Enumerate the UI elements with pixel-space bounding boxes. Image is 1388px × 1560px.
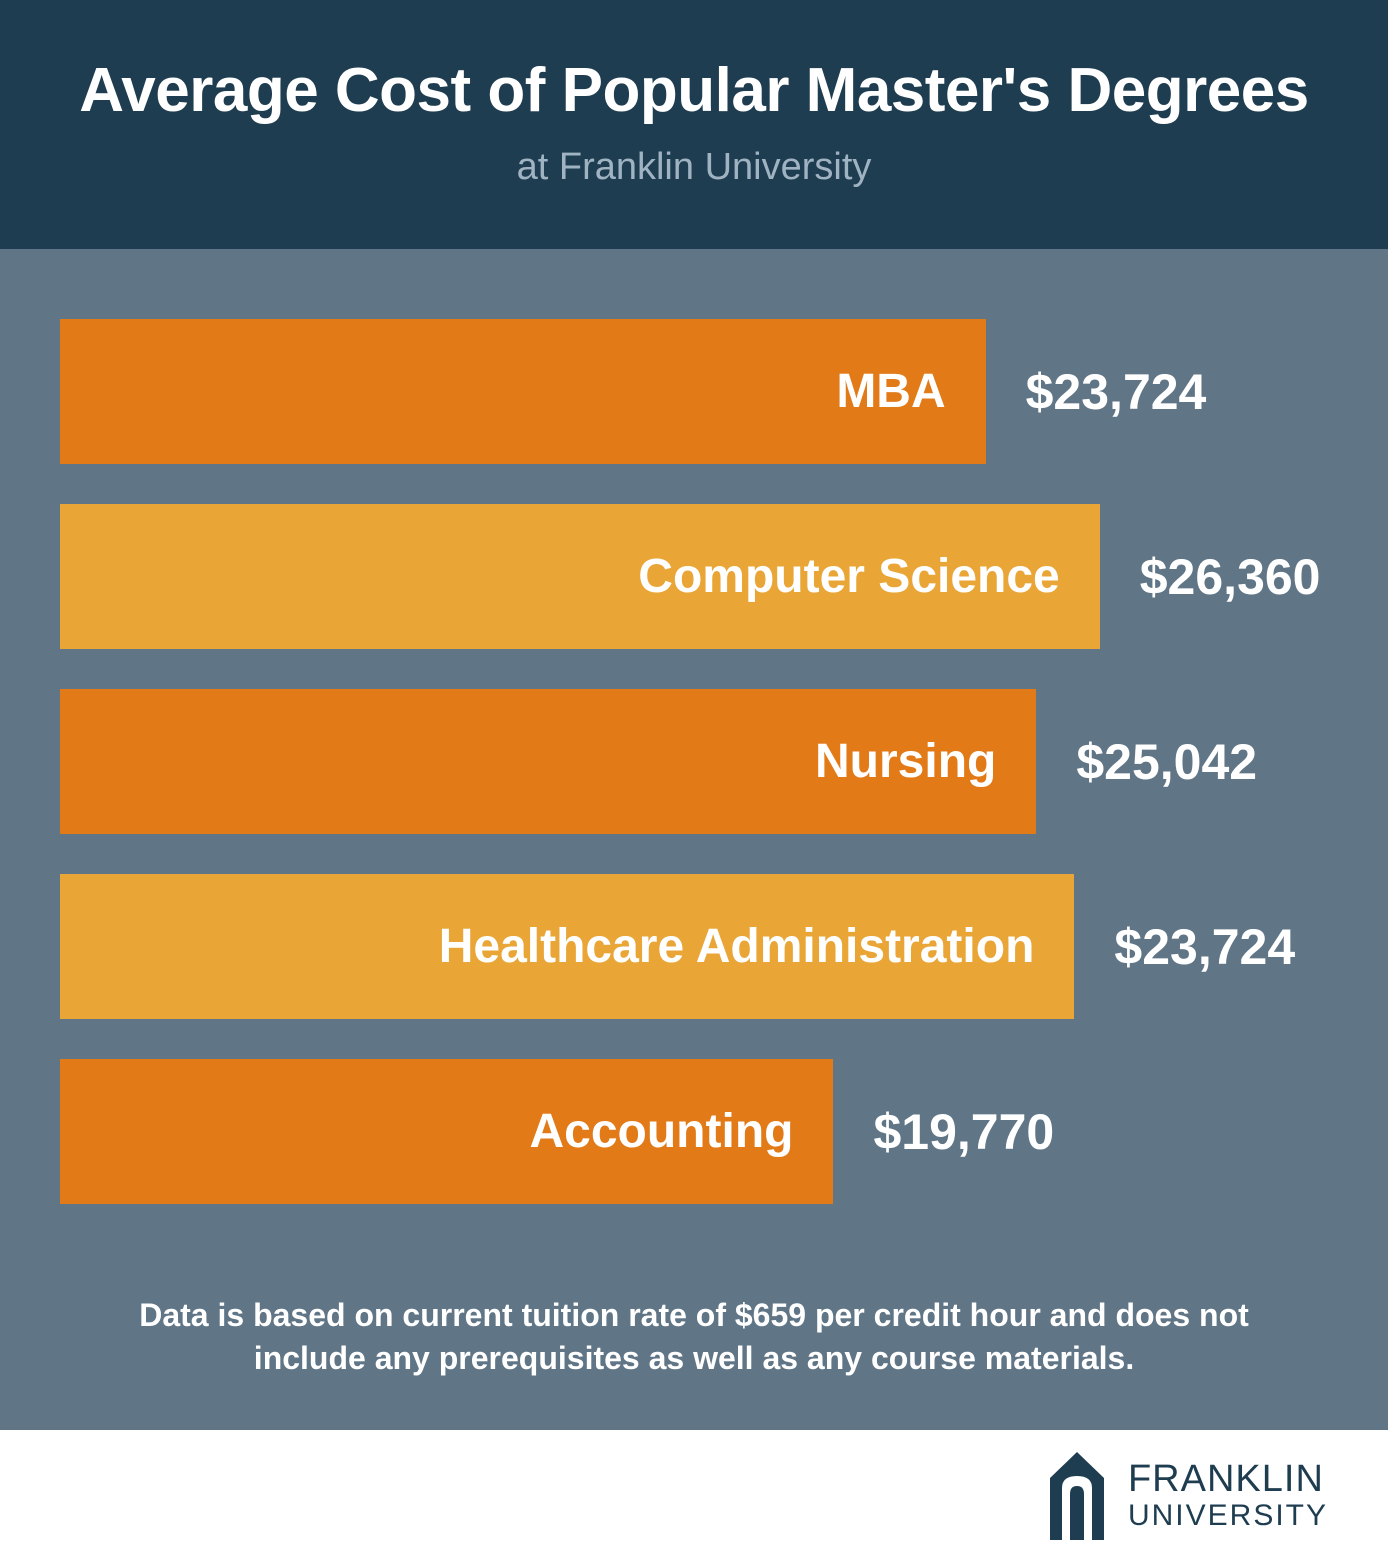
- bar-value: $25,042: [1076, 733, 1257, 791]
- bar-label: Computer Science: [638, 549, 1059, 604]
- bar: Computer Science: [60, 504, 1100, 649]
- bar: Accounting: [60, 1059, 833, 1204]
- subtitle: at Franklin University: [40, 146, 1348, 189]
- bar-row: Healthcare Administration $23,724: [60, 874, 1328, 1019]
- bar: Healthcare Administration: [60, 874, 1074, 1019]
- footnote: Data is based on current tuition rate of…: [0, 1284, 1388, 1430]
- bar-row: Accounting $19,770: [60, 1059, 1328, 1204]
- bar-label: Accounting: [529, 1104, 793, 1159]
- logo-line1: FRANKLIN: [1128, 1460, 1328, 1500]
- logo-line2: UNIVERSITY: [1128, 1500, 1328, 1532]
- bar-row: MBA $23,724: [60, 319, 1328, 464]
- bar-label: Healthcare Administration: [439, 919, 1035, 974]
- bar-row: Computer Science $26,360: [60, 504, 1328, 649]
- bar-value: $26,360: [1140, 548, 1321, 606]
- footer: FRANKLIN UNIVERSITY: [0, 1430, 1388, 1560]
- bar-label: Nursing: [815, 734, 996, 789]
- bar-chart: MBA $23,724 Computer Science $26,360 Nursing…: [0, 249, 1388, 1284]
- bar-label: MBA: [836, 364, 945, 419]
- bar-value: $23,724: [1026, 363, 1207, 421]
- bar-value: $19,770: [873, 1103, 1054, 1161]
- bar-row: Nursing $25,042: [60, 689, 1328, 834]
- logo-text: FRANKLIN UNIVERSITY: [1128, 1460, 1328, 1531]
- title: Average Cost of Popular Master's Degrees: [40, 55, 1348, 126]
- franklin-logo-icon: [1042, 1450, 1112, 1540]
- header: Average Cost of Popular Master's Degrees…: [0, 0, 1388, 249]
- bar: Nursing: [60, 689, 1036, 834]
- bar-value: $23,724: [1114, 918, 1295, 976]
- franklin-logo: FRANKLIN UNIVERSITY: [1042, 1450, 1328, 1540]
- bar: MBA: [60, 319, 986, 464]
- infographic-container: Average Cost of Popular Master's Degrees…: [0, 0, 1388, 1560]
